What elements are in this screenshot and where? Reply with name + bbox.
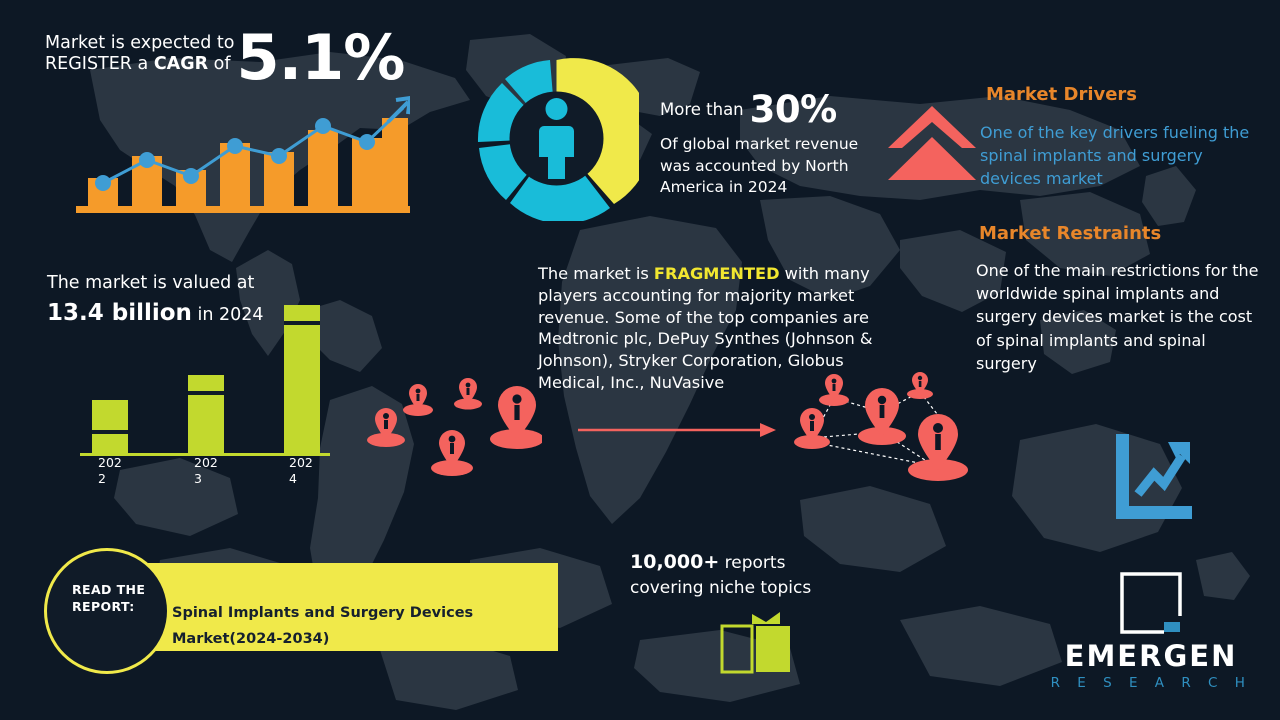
- fragmented-market-text: The market is FRAGMENTED with many playe…: [538, 263, 898, 394]
- trend-points: [95, 118, 375, 191]
- north-america-donut-chart: [477, 58, 639, 221]
- na-more-than-label: More than: [660, 100, 744, 119]
- valuation-year: in 2024: [191, 305, 264, 325]
- green-revenue-chart: [80, 305, 330, 456]
- reports-line-2: covering niche topics: [630, 578, 812, 598]
- cagr-line2-post: of: [208, 54, 231, 74]
- reports-count-value: 10,000+: [630, 551, 720, 573]
- green-bars: [92, 305, 320, 453]
- cagr-acronym: CAGR: [153, 54, 209, 74]
- reports-count-block: 10,000+ reports covering niche topics: [630, 550, 880, 601]
- north-america-share: More than 30% Of global market revenue wa…: [660, 88, 875, 199]
- cagr-value: 5.1%: [236, 21, 405, 94]
- market-drivers-heading: Market Drivers: [986, 84, 1138, 105]
- green-chart-baseline: [80, 453, 330, 456]
- cagr-headline: Market is expected to REGISTER a CAGR of…: [45, 24, 465, 89]
- chart-baseline: [76, 206, 410, 213]
- market-valuation: The market is valued at 13.4 billion in …: [47, 272, 367, 330]
- reports-count-label: reports: [719, 553, 786, 573]
- read-report-banner[interactable]: [142, 563, 558, 651]
- open-book-icon: [720, 612, 790, 674]
- fragmented-post: with many players accounting for majorit…: [538, 264, 873, 392]
- report-title-block: Spinal Implants and Surgery Devices Mark…: [172, 600, 552, 652]
- orange-growth-chart: [76, 95, 410, 213]
- reports-line-1: 10,000+ reports: [630, 550, 880, 576]
- cagr-text-lines: Market is expected to REGISTER a CAGR of: [45, 33, 234, 75]
- green-chart-year-2022: 202 2: [98, 455, 122, 486]
- market-restraints-body: One of the main restrictions for the wor…: [976, 261, 1259, 373]
- report-title-line-2: Market(2024-2034): [172, 631, 330, 647]
- valuation-value: 13.4 billion: [47, 300, 192, 326]
- person-icon: [539, 98, 574, 179]
- market-drivers-body: One of the key drivers fueling the spina…: [980, 123, 1250, 188]
- emergen-logo-mark: [1120, 572, 1182, 634]
- fragmented-highlight: FRAGMENTED: [653, 264, 780, 283]
- up-chevron-arrows-icon: [888, 106, 976, 180]
- orange-bars: [88, 118, 408, 206]
- market-restraints-heading: Market Restraints: [979, 223, 1162, 244]
- transition-arrow-icon: [578, 423, 776, 437]
- trend-arrow-icon: [386, 95, 410, 124]
- report-title-line-1: Spinal Implants and Surgery Devices: [172, 605, 474, 621]
- valuation-label: The market is valued at: [47, 273, 255, 293]
- na-percent-value: 30%: [749, 88, 838, 131]
- bar-segment-dividers: [92, 321, 320, 434]
- na-description: Of global market revenue was accounted b…: [660, 135, 859, 196]
- valuation-line: 13.4 billion in 2024: [47, 298, 367, 330]
- read-report-badge-circle[interactable]: [44, 548, 170, 674]
- cagr-line-1: Market is expected to: [45, 33, 235, 53]
- connected-location-pins-network: [794, 372, 968, 481]
- green-chart-year-2023: 202 3: [194, 455, 218, 486]
- green-chart-year-2024: 202 4: [289, 455, 313, 486]
- read-report-badge-label: READ THE REPORT:: [72, 582, 146, 614]
- na-top-line: More than 30%: [660, 88, 875, 131]
- fragmented-pre: The market is: [538, 264, 654, 283]
- cagr-line2-pre: REGISTER a: [45, 54, 154, 74]
- cagr-line-2: REGISTER a CAGR of: [45, 54, 234, 75]
- emergen-logo-name: EMERGEN: [1064, 639, 1238, 673]
- emergen-logo-subtitle: R E S E A R C H: [1050, 675, 1252, 691]
- scattered-location-pins: [367, 378, 542, 476]
- growth-chart-icon: [1116, 434, 1192, 519]
